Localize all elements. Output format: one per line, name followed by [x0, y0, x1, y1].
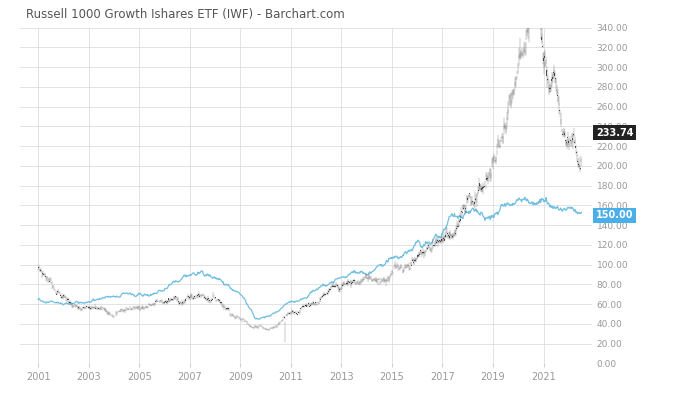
Text: 233.74: 233.74: [596, 128, 633, 137]
Text: Russell 1000 Growth Ishares ETF (IWF) - Barchart.com: Russell 1000 Growth Ishares ETF (IWF) - …: [26, 8, 345, 21]
Text: 150.00: 150.00: [596, 210, 633, 220]
